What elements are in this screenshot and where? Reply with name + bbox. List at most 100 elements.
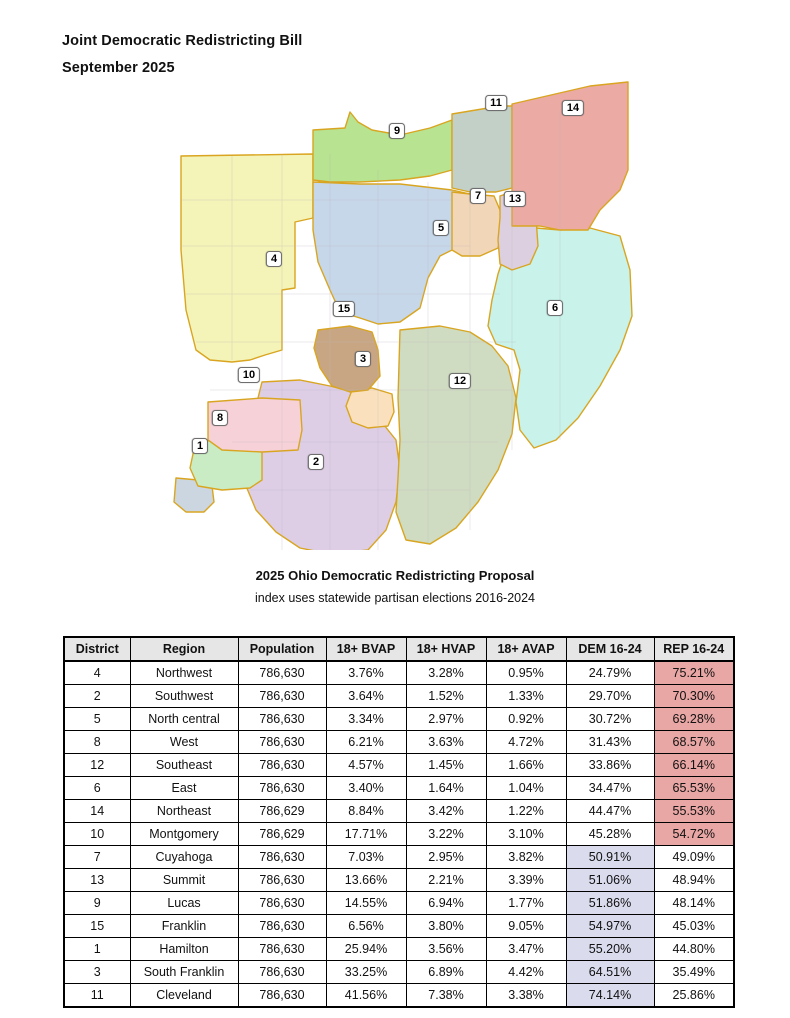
table-row: 3 South Franklin 786,630 33.25% 6.89% 4.42% 64…: [63, 960, 735, 984]
rep-cell: 65.53%: [653, 776, 735, 800]
district-shapes: [173, 81, 633, 550]
avap-cell: 1.66%: [485, 753, 567, 777]
table-row: 8 West 786,630 6.21% 3.63% 4.72% 31.43% 68.57%: [63, 730, 735, 754]
district-label-11: 11: [485, 95, 507, 111]
district-cell: 14: [63, 799, 131, 823]
column-header-population: Population: [237, 636, 327, 662]
table-row: 2 Southwest 786,630 3.64% 1.52% 1.33% 29.70% 70…: [63, 684, 735, 708]
district-label-6: 6: [546, 300, 564, 316]
region-cell: West: [129, 730, 239, 754]
district-label-7: 7: [469, 188, 487, 204]
table-body: 4 Northwest 786,630 3.76% 3.28% 0.95% 24.79% 75…: [63, 660, 735, 1008]
dem-cell: 54.97%: [565, 914, 655, 938]
avap-cell: 1.22%: [485, 799, 567, 823]
region-cell: Summit: [129, 868, 239, 892]
district-cell: 15: [63, 914, 131, 938]
page-title: Joint Democratic Redistricting Bill: [62, 33, 303, 49]
table-row: 9 Lucas 786,630 14.55% 6.94% 1.77% 51.86% 48.14…: [63, 891, 735, 915]
bvap-cell: 14.55%: [325, 891, 407, 915]
hvap-cell: 2.95%: [405, 845, 487, 869]
dem-cell: 51.86%: [565, 891, 655, 915]
rep-cell: 55.53%: [653, 799, 735, 823]
region-cell: Cuyahoga: [129, 845, 239, 869]
region-cell: Northwest: [129, 660, 239, 685]
column-header-bvap: 18+ BVAP: [325, 636, 407, 662]
bvap-cell: 6.21%: [325, 730, 407, 754]
district-label-3: 3: [354, 351, 372, 367]
avap-cell: 9.05%: [485, 914, 567, 938]
district-cell: 5: [63, 707, 131, 731]
dem-cell: 29.70%: [565, 684, 655, 708]
bvap-cell: 3.34%: [325, 707, 407, 731]
region-cell: Montgomery: [129, 822, 239, 846]
chart-caption: 2025 Ohio Democratic Redistricting Propo…: [0, 565, 790, 609]
county-hairlines: [181, 106, 561, 550]
district-shape-5: [312, 181, 471, 325]
map-svg: [173, 81, 633, 550]
bvap-cell: 3.40%: [325, 776, 407, 800]
column-header-dem: DEM 16-24: [565, 636, 655, 662]
population-cell: 786,630: [237, 776, 327, 800]
caption-title: 2025 Ohio Democratic Redistricting Propo…: [255, 568, 535, 583]
bvap-cell: 3.64%: [325, 684, 407, 708]
hvap-cell: 2.97%: [405, 707, 487, 731]
region-cell: Franklin: [129, 914, 239, 938]
population-cell: 786,630: [237, 937, 327, 961]
bvap-cell: 6.56%: [325, 914, 407, 938]
population-cell: 786,630: [237, 983, 327, 1008]
table-row: 6 East 786,630 3.40% 1.64% 1.04% 34.47% 65.53%: [63, 776, 735, 800]
table-row: 14 Northeast 786,629 8.84% 3.42% 1.22% 44.47% 5…: [63, 799, 735, 823]
bvap-cell: 17.71%: [325, 822, 407, 846]
avap-cell: 4.72%: [485, 730, 567, 754]
district-outlines: [181, 106, 561, 550]
table-header-row: District Region Population 18+ BVAP 18+ …: [63, 636, 735, 662]
avap-cell: 0.95%: [485, 660, 567, 685]
district-cell: 4: [63, 660, 131, 685]
hvap-cell: 3.28%: [405, 660, 487, 685]
district-cell: 13: [63, 868, 131, 892]
population-cell: 786,630: [237, 730, 327, 754]
bvap-cell: 8.84%: [325, 799, 407, 823]
district-cell: 11: [63, 983, 131, 1008]
district-label-13: 13: [503, 191, 527, 207]
district-shape-12: [395, 325, 517, 545]
table-row: 7 Cuyahoga 786,630 7.03% 2.95% 3.82% 50.91% 49.…: [63, 845, 735, 869]
bvap-cell: 7.03%: [325, 845, 407, 869]
population-cell: 786,630: [237, 707, 327, 731]
population-cell: 786,630: [237, 960, 327, 984]
dem-cell: 31.43%: [565, 730, 655, 754]
rep-cell: 69.28%: [653, 707, 735, 731]
region-cell: Hamilton: [129, 937, 239, 961]
avap-cell: 3.82%: [485, 845, 567, 869]
rep-cell: 70.30%: [653, 684, 735, 708]
bvap-cell: 41.56%: [325, 983, 407, 1008]
district-cell: 12: [63, 753, 131, 777]
table-row: 12 Southeast 786,630 4.57% 1.45% 1.66% 33.86% 6…: [63, 753, 735, 777]
dem-cell: 45.28%: [565, 822, 655, 846]
bvap-cell: 4.57%: [325, 753, 407, 777]
dem-cell: 64.51%: [565, 960, 655, 984]
avap-cell: 1.77%: [485, 891, 567, 915]
population-cell: 786,630: [237, 684, 327, 708]
district-label-14: 14: [561, 100, 585, 116]
dem-cell: 44.47%: [565, 799, 655, 823]
district-cell: 7: [63, 845, 131, 869]
rep-cell: 75.21%: [653, 660, 735, 685]
district-shape-9: [312, 111, 453, 183]
avap-cell: 4.42%: [485, 960, 567, 984]
district-label-10: 10: [237, 367, 261, 383]
rep-cell: 48.94%: [653, 868, 735, 892]
column-header-district: District: [63, 636, 131, 662]
hvap-cell: 3.56%: [405, 937, 487, 961]
dem-cell: 33.86%: [565, 753, 655, 777]
rep-cell: 66.14%: [653, 753, 735, 777]
district-cell: 8: [63, 730, 131, 754]
hvap-cell: 1.45%: [405, 753, 487, 777]
district-cell: 3: [63, 960, 131, 984]
district-label-1: 1: [191, 438, 209, 454]
dem-cell: 51.06%: [565, 868, 655, 892]
rep-cell: 48.14%: [653, 891, 735, 915]
dem-cell: 24.79%: [565, 660, 655, 685]
district-label-12: 12: [448, 373, 472, 389]
rep-cell: 35.49%: [653, 960, 735, 984]
